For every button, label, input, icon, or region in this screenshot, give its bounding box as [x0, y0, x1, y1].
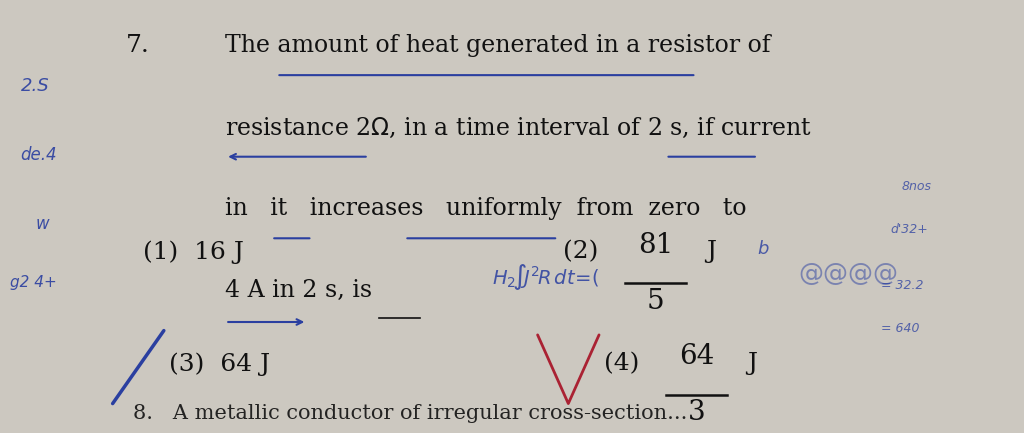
Text: de.4: de.4: [20, 146, 57, 164]
Text: (4): (4): [604, 352, 640, 375]
Text: 64: 64: [679, 343, 714, 371]
Text: @@@@: @@@@: [799, 262, 899, 286]
Text: w: w: [36, 215, 49, 233]
Text: 8.   A metallic conductor of irregular cross-section...: 8. A metallic conductor of irregular cro…: [133, 404, 687, 423]
Text: 7.: 7.: [126, 34, 151, 57]
Text: 2.S: 2.S: [20, 77, 49, 95]
Text: (2): (2): [563, 240, 599, 263]
Text: = 640: = 640: [881, 322, 920, 335]
Text: d'32+: d'32+: [891, 223, 929, 236]
Text: in   it   increases   uniformly  from  zero   to: in it increases uniformly from zero to: [225, 197, 746, 220]
Text: 8nos: 8nos: [901, 180, 931, 193]
Text: 5: 5: [646, 288, 665, 315]
Text: = 32.2: = 32.2: [881, 279, 924, 292]
Text: resistance 2$\Omega$, in a time interval of 2 s, if current: resistance 2$\Omega$, in a time interval…: [225, 116, 812, 140]
Text: (3)  64 J: (3) 64 J: [169, 352, 270, 375]
Text: J: J: [707, 240, 717, 263]
Text: g2 4+: g2 4+: [10, 275, 57, 290]
Text: 3: 3: [687, 399, 706, 426]
Text: J: J: [748, 352, 758, 375]
Text: 81: 81: [638, 232, 673, 259]
Text: b: b: [758, 240, 769, 259]
Text: The amount of heat generated in a resistor of: The amount of heat generated in a resist…: [225, 34, 771, 57]
Text: 4 A in 2 s, is: 4 A in 2 s, is: [225, 279, 373, 302]
Text: (1)  16 J: (1) 16 J: [143, 240, 245, 264]
Text: $H_2\!\int\! J^2\!R\,dt\!=\!($: $H_2\!\int\! J^2\!R\,dt\!=\!($: [492, 262, 599, 292]
